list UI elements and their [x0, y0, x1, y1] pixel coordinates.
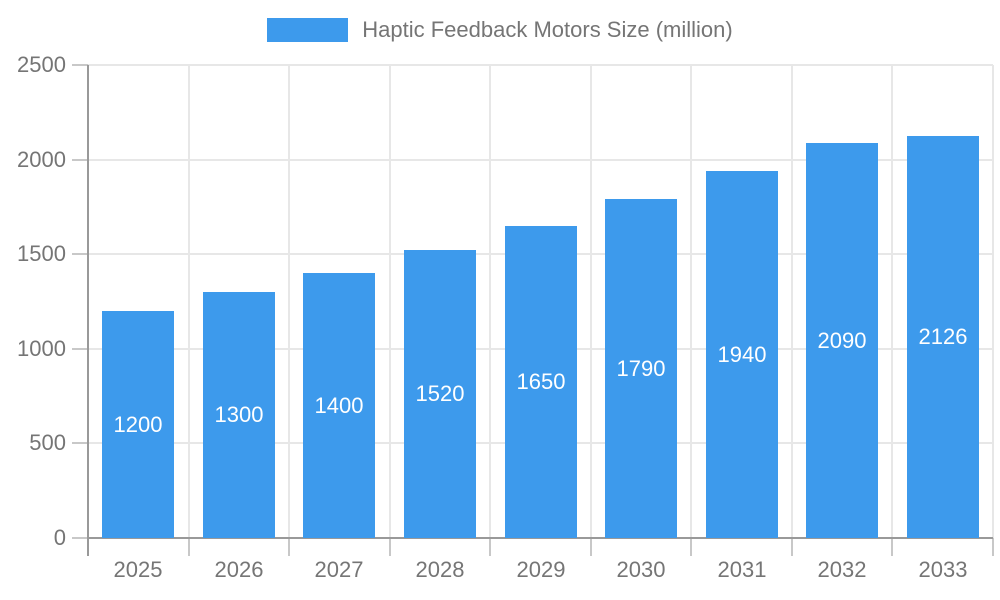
x-axis-tick-label: 2027 — [314, 557, 364, 582]
x-axis-tick — [891, 538, 893, 556]
y-axis-tick — [72, 442, 88, 444]
bar-2027: 1400 — [303, 273, 375, 538]
bar-2032: 2090 — [806, 143, 878, 538]
x-axis-tick-label: 2030 — [616, 557, 666, 582]
x-axis-tick — [288, 538, 290, 556]
bar-2025: 1200 — [102, 311, 174, 538]
gridline — [690, 65, 692, 538]
y-axis-tick — [72, 253, 88, 255]
gridline — [791, 65, 793, 538]
x-axis-tick — [188, 538, 190, 556]
bar-value-label: 1200 — [113, 411, 163, 437]
y-axis-tick — [72, 537, 88, 539]
x-axis-tick — [690, 538, 692, 556]
bar-2031: 1940 — [706, 171, 778, 538]
gridline — [88, 159, 993, 161]
x-axis-tick-label: 2026 — [214, 557, 264, 582]
x-axis-tick — [489, 538, 491, 556]
bar-2026: 1300 — [203, 292, 275, 538]
x-axis-tick-label: 2033 — [918, 557, 968, 582]
bar-value-label: 2090 — [817, 327, 867, 353]
bar-2029: 1650 — [505, 226, 577, 538]
y-axis-tick — [72, 159, 88, 161]
y-axis-tick-label: 1500 — [17, 241, 66, 266]
bar-2028: 1520 — [404, 250, 476, 538]
gridline — [188, 65, 190, 538]
x-axis-tick — [590, 538, 592, 556]
bar-value-label: 1650 — [516, 369, 566, 394]
y-axis-line — [87, 65, 89, 556]
bar-value-label: 1790 — [616, 355, 666, 381]
gridline — [88, 64, 993, 66]
y-axis-tick-label: 2000 — [17, 147, 66, 172]
legend-label[interactable]: Haptic Feedback Motors Size (million) — [362, 17, 733, 42]
bar-value-label: 2126 — [918, 324, 968, 349]
bar-2030: 1790 — [605, 199, 677, 538]
chart-legend[interactable]: Haptic Feedback Motors Size (million) — [0, 16, 1000, 44]
bar-value-label: 1400 — [314, 392, 364, 418]
gridline — [288, 65, 290, 538]
y-axis-tick-label: 1000 — [17, 336, 66, 361]
gridline — [389, 65, 391, 538]
x-axis-tick — [791, 538, 793, 556]
bar-2033: 2126 — [907, 136, 979, 538]
gridline — [489, 65, 491, 538]
x-axis-tick-label: 2028 — [415, 557, 465, 582]
gridline — [590, 65, 592, 538]
y-axis-tick-label: 500 — [29, 430, 66, 455]
x-axis-tick — [992, 538, 994, 556]
legend-swatch[interactable] — [267, 18, 349, 42]
x-axis-tick-label: 2031 — [717, 557, 767, 582]
x-axis-tick-label: 2032 — [817, 557, 867, 582]
bar-value-label: 1300 — [214, 402, 264, 427]
y-axis-tick-label: 0 — [53, 525, 66, 550]
gridline — [992, 65, 994, 538]
y-axis-tick — [72, 64, 88, 66]
bar-value-label: 1940 — [717, 341, 767, 367]
x-axis-tick-label: 2029 — [516, 557, 566, 582]
y-axis-tick — [72, 348, 88, 350]
x-axis-tick — [389, 538, 391, 556]
gridline — [891, 65, 893, 538]
x-axis-line — [88, 537, 993, 539]
y-axis-tick-label: 2500 — [17, 52, 66, 77]
bar-value-label: 1520 — [415, 381, 465, 406]
x-axis-tick-label: 2025 — [113, 557, 163, 582]
